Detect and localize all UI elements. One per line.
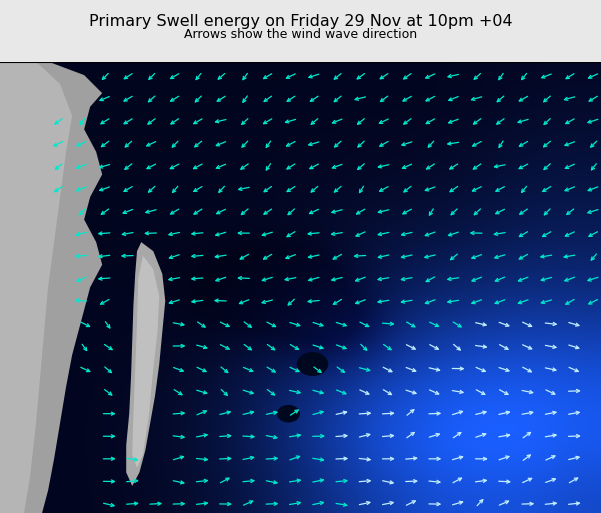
- Text: Primary Swell energy on Friday 29 Nov at 10pm +04: Primary Swell energy on Friday 29 Nov at…: [89, 14, 512, 29]
- Polygon shape: [0, 62, 72, 513]
- Polygon shape: [132, 255, 159, 468]
- Circle shape: [278, 406, 299, 422]
- Polygon shape: [126, 242, 165, 486]
- Polygon shape: [0, 62, 102, 513]
- Circle shape: [297, 353, 328, 376]
- Text: Arrows show the wind wave direction: Arrows show the wind wave direction: [184, 28, 417, 41]
